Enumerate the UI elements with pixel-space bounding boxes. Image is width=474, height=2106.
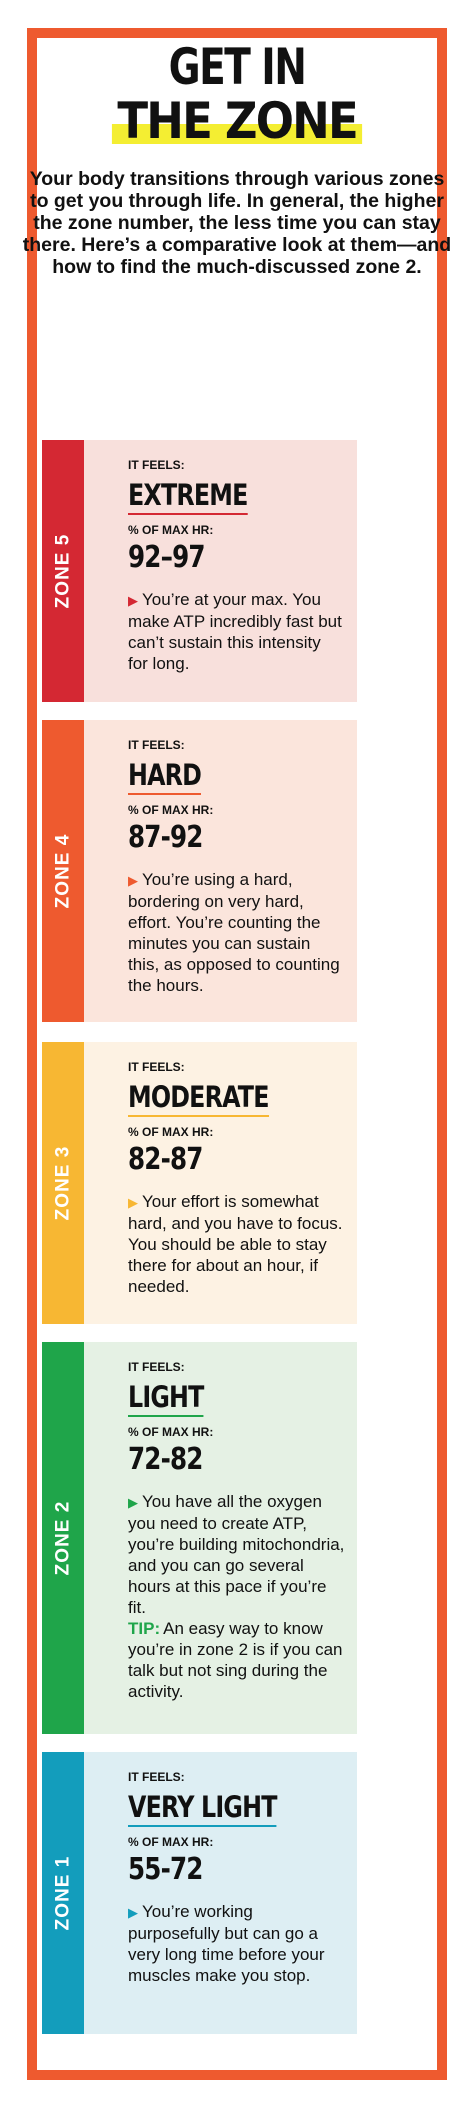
zone-tab: ZONE 5 <box>42 440 84 702</box>
tip-text: An easy way to know you’re in zone 2 is … <box>128 1619 343 1701</box>
zone-body: IT FEELS: EXTREME % OF MAX HR: 92–97 ▶ Yo… <box>84 440 357 702</box>
zone-body: IT FEELS: MODERATE % OF MAX HR: 82-87 ▶ Y… <box>84 1042 357 1324</box>
intro-text: Your body transitions through various zo… <box>22 168 452 278</box>
feels-value: EXTREME <box>128 478 248 515</box>
feels-value: VERY LIGHT <box>128 1790 277 1827</box>
description-text: You’re at your max. You make ATP incredi… <box>128 590 342 673</box>
triangle-bullet-icon: ▶ <box>128 593 138 608</box>
feels-label: IT FEELS: <box>128 1770 185 1784</box>
hr-label: % OF MAX HR: <box>128 1125 214 1139</box>
hr-label: % OF MAX HR: <box>128 523 214 537</box>
zone-tip: TIP: An easy way to know you’re in zone 2… <box>128 1618 345 1702</box>
feels-label: IT FEELS: <box>128 738 185 752</box>
description-text: Your effort is somewhat hard, and you ha… <box>128 1192 343 1296</box>
zone-description: ▶ You have all the oxygen you need to cre… <box>128 1491 345 1618</box>
feels-value: MODERATE <box>128 1080 269 1117</box>
tip-label: TIP: <box>128 1619 161 1638</box>
zone-description: ▶ You’re at your max. You make ATP incred… <box>128 589 345 674</box>
zone-tab: ZONE 1 <box>42 1752 84 2034</box>
zone-card-5: ZONE 5 IT FEELS: EXTREME % OF MAX HR: 92… <box>42 440 357 702</box>
zone-name: ZONE 4 <box>52 833 73 909</box>
feels-label: IT FEELS: <box>128 458 185 472</box>
triangle-bullet-icon: ▶ <box>128 873 138 888</box>
zone-name: ZONE 2 <box>52 1500 73 1576</box>
zone-description: ▶ You’re using a hard, bordering on very … <box>128 869 345 996</box>
zone-name: ZONE 5 <box>52 533 73 609</box>
zone-name: ZONE 1 <box>52 1855 73 1931</box>
zone-description: ▶ Your effort is somewhat hard, and you h… <box>128 1191 345 1297</box>
zone-description: ▶ You’re working purposefully but can go … <box>128 1901 345 1986</box>
feels-value: HARD <box>128 758 202 795</box>
description-text: You’re working purposefully but can go a… <box>128 1902 325 1985</box>
zone-tab: ZONE 4 <box>42 720 84 1022</box>
hr-label: % OF MAX HR: <box>128 803 214 817</box>
title-line-2-wrap: THE ZONE <box>0 96 474 146</box>
zone-body: IT FEELS: VERY LIGHT % OF MAX HR: 55-72 … <box>84 1752 357 2034</box>
feels-label: IT FEELS: <box>128 1060 185 1074</box>
hr-range: 92–97 <box>128 540 205 575</box>
zone-card-2: ZONE 2 IT FEELS: LIGHT % OF MAX HR: 72-8… <box>42 1342 357 1734</box>
feels-value: LIGHT <box>128 1380 204 1417</box>
hr-range: 72-82 <box>128 1442 203 1477</box>
title-line-1: GET IN <box>168 38 307 96</box>
triangle-bullet-icon: ▶ <box>128 1495 138 1510</box>
hr-range: 82-87 <box>128 1142 203 1177</box>
hr-label: % OF MAX HR: <box>128 1835 214 1849</box>
hr-range: 87-92 <box>128 820 203 855</box>
triangle-bullet-icon: ▶ <box>128 1195 138 1210</box>
zone-tab: ZONE 3 <box>42 1042 84 1324</box>
zone-name: ZONE 3 <box>52 1145 73 1221</box>
hr-label: % OF MAX HR: <box>128 1425 214 1439</box>
hr-range: 55-72 <box>128 1852 203 1887</box>
zone-card-3: ZONE 3 IT FEELS: MODERATE % OF MAX HR: 8… <box>42 1042 357 1324</box>
zone-body: IT FEELS: HARD % OF MAX HR: 87-92 ▶ You’r… <box>84 720 357 1022</box>
description-text: You’re using a hard, bordering on very h… <box>128 870 340 995</box>
description-text: You have all the oxygen you need to crea… <box>128 1492 345 1617</box>
triangle-bullet-icon: ▶ <box>128 1905 138 1920</box>
zone-card-4: ZONE 4 IT FEELS: HARD % OF MAX HR: 87-92… <box>42 720 357 1022</box>
title-line-2: THE ZONE <box>111 92 363 150</box>
zone-card-1: ZONE 1 IT FEELS: VERY LIGHT % OF MAX HR:… <box>42 1752 357 2034</box>
zone-body: IT FEELS: LIGHT % OF MAX HR: 72-82 ▶ You … <box>84 1342 357 1734</box>
zone-tab: ZONE 2 <box>42 1342 84 1734</box>
feels-label: IT FEELS: <box>128 1360 185 1374</box>
